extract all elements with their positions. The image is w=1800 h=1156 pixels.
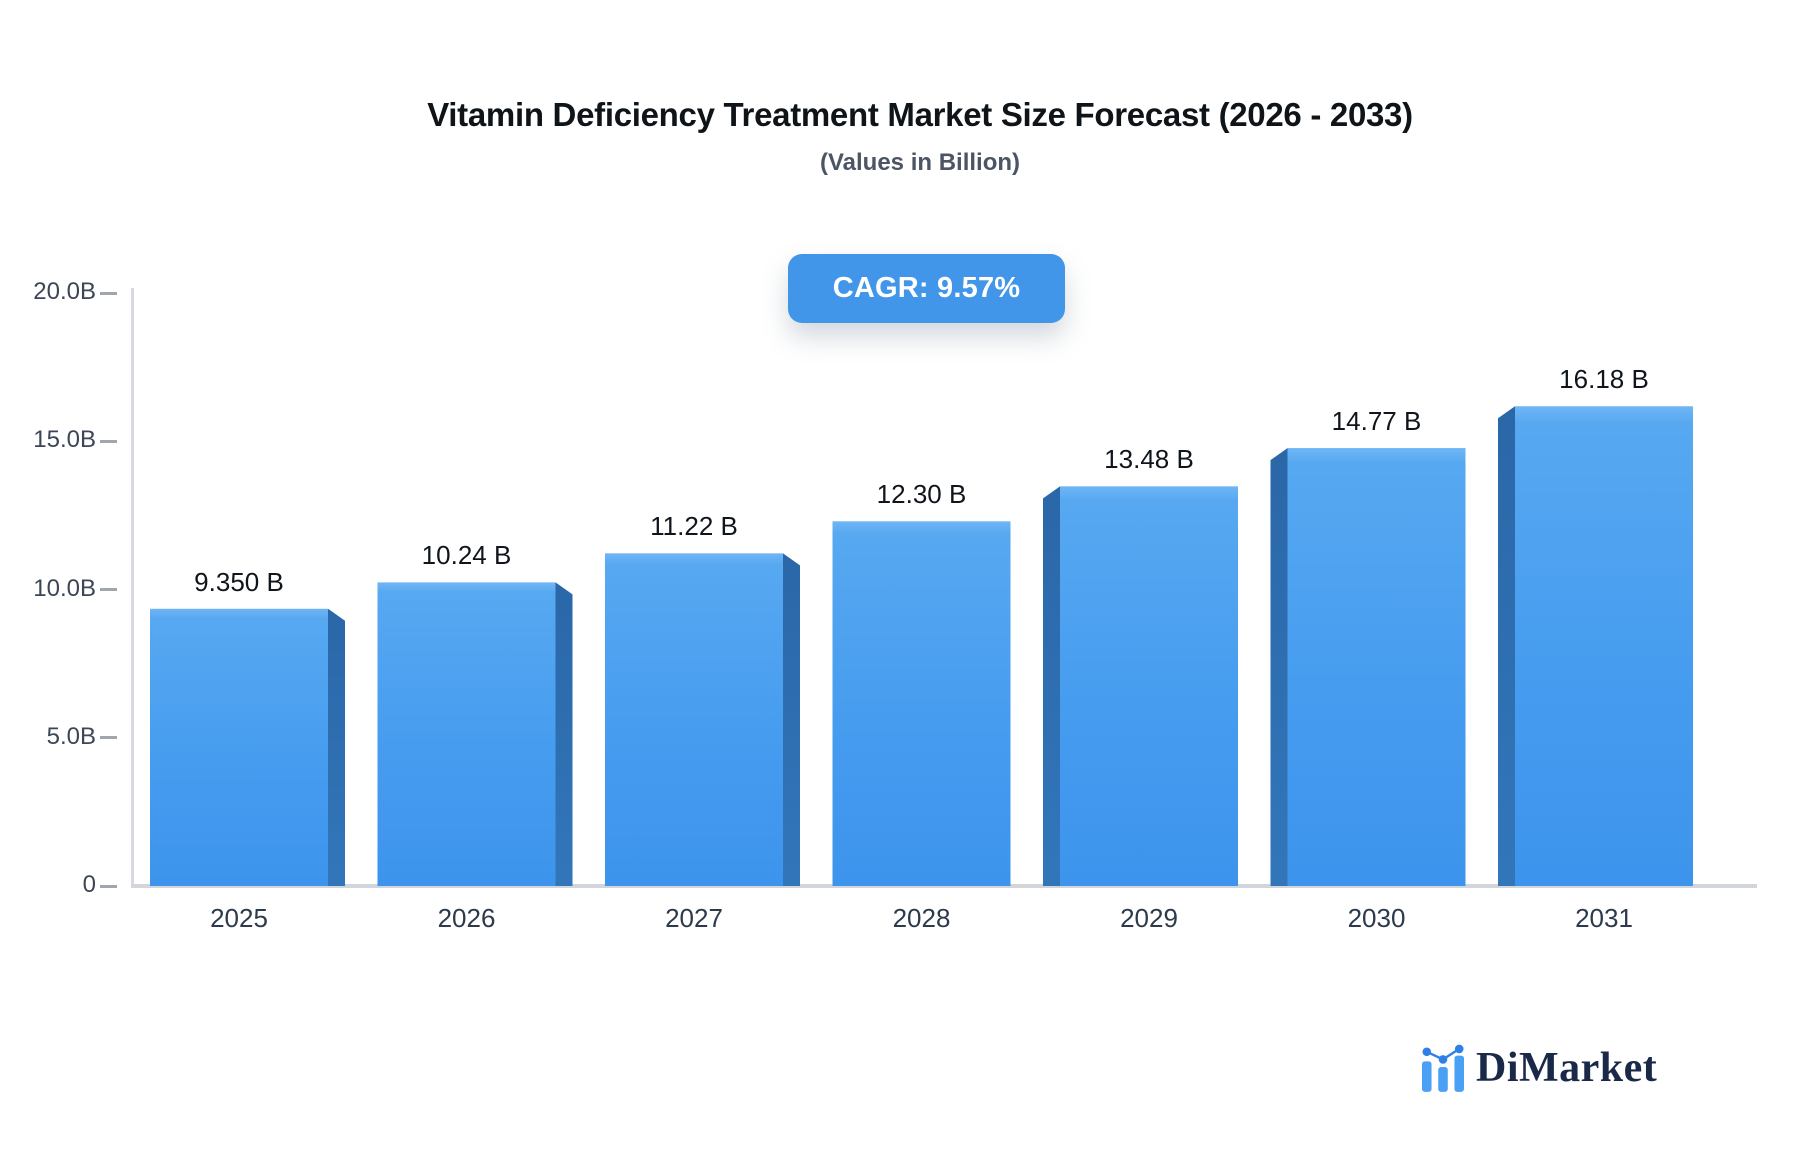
bar-value-label-2031: 16.18 B — [1559, 364, 1649, 395]
bar-side-2030 — [1270, 448, 1288, 886]
bar-value-label-2025: 9.350 B — [194, 566, 284, 597]
y-tick-label: 15.0B — [33, 426, 96, 454]
y-axis-line — [131, 288, 134, 888]
bar-value-label-2030: 14.77 B — [1331, 406, 1422, 437]
x-axis-label-2028: 2028 — [892, 903, 951, 933]
y-tick-dash — [100, 884, 117, 888]
y-tick-label: 20.0B — [33, 278, 96, 305]
x-axis-label-2025: 2025 — [210, 903, 268, 933]
chart-subtitle: (Values in Billion) — [819, 149, 1021, 176]
bar-2026[interactable] — [377, 582, 556, 886]
bar-2028[interactable] — [832, 521, 1011, 886]
x-axis-label-2029: 2029 — [1120, 903, 1178, 933]
cagr-badge-label: CAGR: 9.57% — [832, 272, 1021, 304]
bar-2029[interactable] — [1060, 486, 1238, 886]
mini-bar-chart-icon — [1422, 1044, 1464, 1092]
bar-side-2029 — [1043, 486, 1060, 886]
bar-side-2027 — [783, 553, 800, 886]
bar-value-label-2029: 13.48 B — [1104, 444, 1194, 475]
bar-2031[interactable] — [1515, 406, 1693, 886]
x-axis-label-2031: 2031 — [1575, 903, 1633, 933]
bar-2025[interactable] — [150, 608, 328, 886]
x-axis-label-2026: 2026 — [437, 903, 496, 933]
bar-side-2025 — [328, 608, 345, 886]
bar-value-label-2026: 10.24 B — [421, 540, 512, 571]
bar-value-label-2028: 12.30 B — [876, 479, 967, 510]
bar-2027[interactable] — [605, 553, 783, 886]
y-tick-label: 10.0B — [33, 574, 96, 602]
bar-2030[interactable] — [1287, 448, 1466, 886]
cagr-badge: CAGR: 9.57% — [788, 254, 1065, 323]
y-tick-dash — [100, 439, 117, 443]
dimarket-logo-text: DiMarket — [1476, 1045, 1658, 1091]
chart-title: Vitamin Deficiency Treatment Market Size… — [427, 96, 1413, 133]
dimarket-logo[interactable]: DiMarket — [1422, 1044, 1657, 1092]
y-tick-dash — [100, 291, 117, 295]
x-axis-label-2027: 2027 — [665, 903, 723, 933]
y-tick-label: 0 — [82, 871, 96, 898]
y-tick-label: 5.0B — [46, 722, 96, 750]
bar-side-2026 — [555, 582, 573, 886]
bar-side-2031 — [1498, 406, 1515, 886]
y-tick-dash — [100, 736, 117, 740]
y-tick-dash — [100, 588, 117, 591]
x-axis-label-2030: 2030 — [1347, 903, 1406, 933]
bar-value-label-2027: 11.22 B — [650, 511, 738, 542]
